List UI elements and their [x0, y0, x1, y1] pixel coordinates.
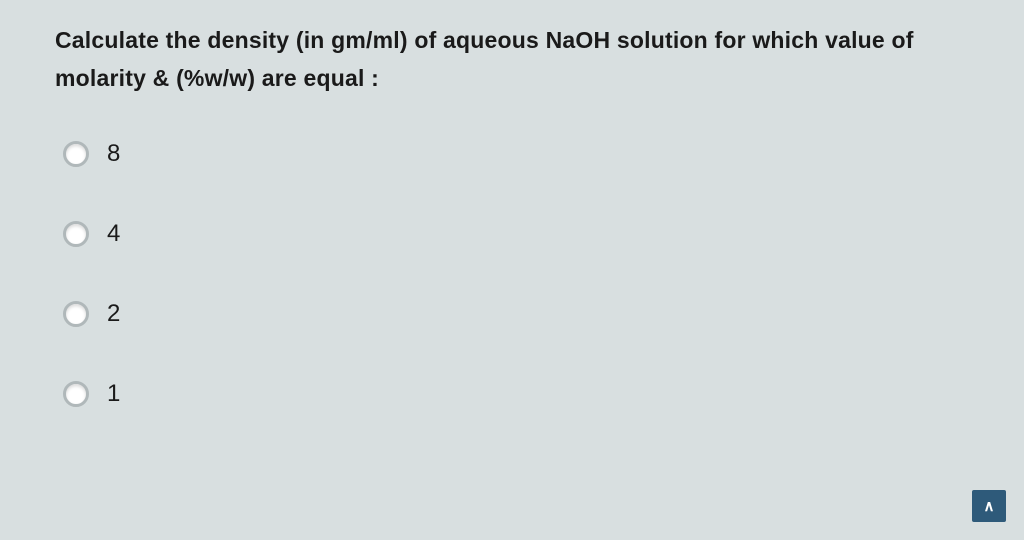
option-item-0[interactable]: 8	[63, 140, 969, 168]
radio-icon	[63, 381, 89, 407]
option-label: 4	[107, 220, 120, 248]
option-label: 8	[107, 140, 120, 168]
scroll-up-button[interactable]: ∧	[972, 490, 1006, 522]
question-container: Calculate the density (in gm/ml) of aque…	[0, 0, 1024, 540]
radio-icon	[63, 221, 89, 247]
radio-icon	[63, 141, 89, 167]
option-item-3[interactable]: 1	[63, 380, 969, 408]
caret-up-icon: ∧	[984, 497, 995, 515]
option-item-2[interactable]: 2	[63, 300, 969, 328]
question-text: Calculate the density (in gm/ml) of aque…	[55, 22, 969, 98]
option-item-1[interactable]: 4	[63, 220, 969, 248]
option-label: 1	[107, 380, 120, 408]
options-list: 8 4 2 1	[55, 140, 969, 408]
option-label: 2	[107, 300, 120, 328]
radio-icon	[63, 301, 89, 327]
